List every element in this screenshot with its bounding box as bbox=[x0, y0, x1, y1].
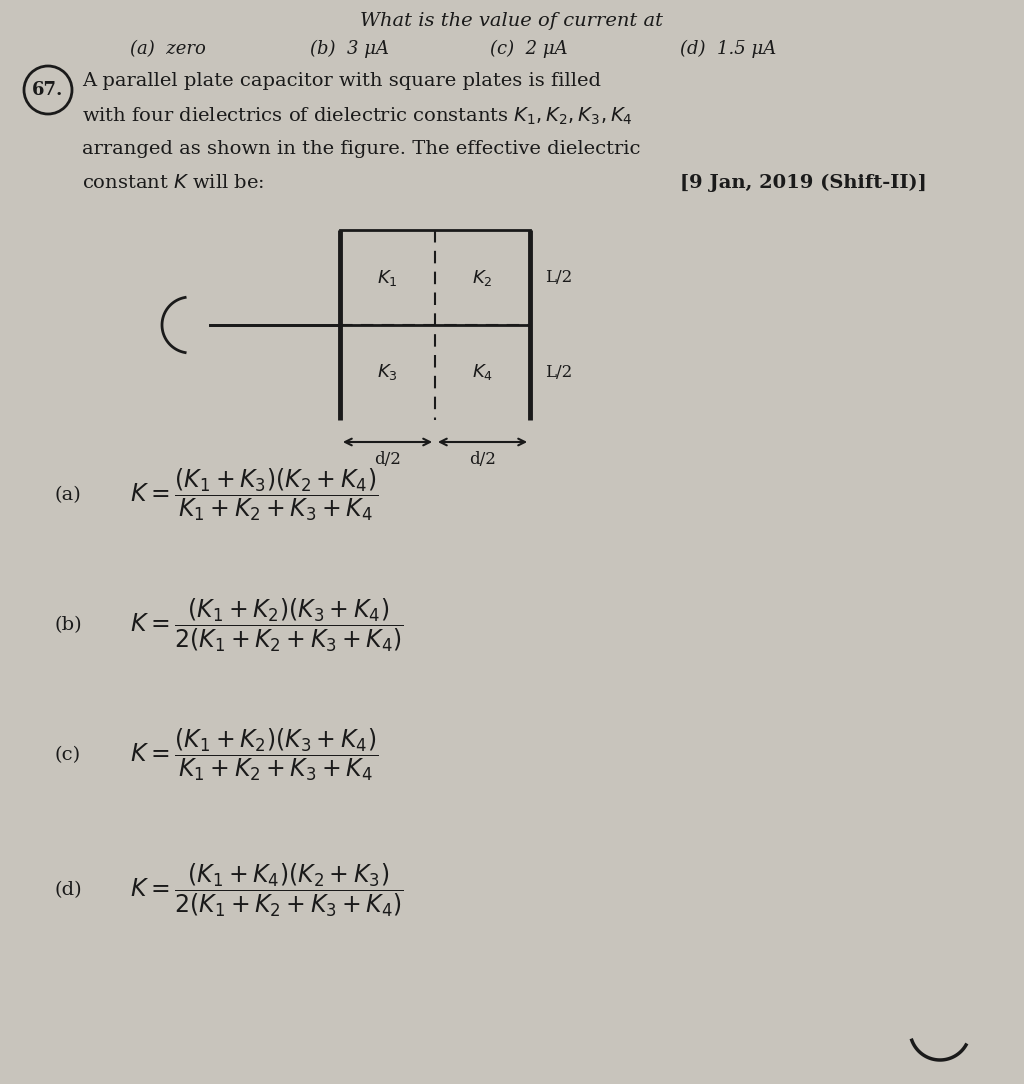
Text: [9 Jan, 2019 (Shift-II)]: [9 Jan, 2019 (Shift-II)] bbox=[680, 175, 927, 192]
Text: 67.: 67. bbox=[33, 81, 63, 99]
Text: (d)  1.5 μA: (d) 1.5 μA bbox=[680, 40, 776, 59]
Text: A parallel plate capacitor with square plates is filled: A parallel plate capacitor with square p… bbox=[82, 72, 601, 90]
Text: $K_3$: $K_3$ bbox=[377, 362, 398, 383]
Text: (d): (d) bbox=[55, 881, 83, 899]
Text: $K_1$: $K_1$ bbox=[377, 268, 398, 287]
Text: (a)  zero: (a) zero bbox=[130, 40, 206, 59]
Text: d/2: d/2 bbox=[374, 452, 401, 468]
Text: (b): (b) bbox=[55, 616, 83, 634]
Text: constant $K$ will be:: constant $K$ will be: bbox=[82, 175, 264, 192]
Text: $K_4$: $K_4$ bbox=[472, 362, 493, 383]
Text: (a): (a) bbox=[55, 486, 82, 504]
Text: L/2: L/2 bbox=[545, 269, 572, 286]
Text: d/2: d/2 bbox=[469, 452, 496, 468]
Text: $K_2$: $K_2$ bbox=[472, 268, 493, 287]
Text: (c): (c) bbox=[55, 746, 81, 764]
Text: (c)  2 μA: (c) 2 μA bbox=[490, 40, 567, 59]
Text: $K = \dfrac{(K_1+K_2)(K_3+K_4)}{2(K_1+K_2+K_3+K_4)}$: $K = \dfrac{(K_1+K_2)(K_3+K_4)}{2(K_1+K_… bbox=[130, 596, 403, 654]
Text: L/2: L/2 bbox=[545, 364, 572, 380]
Text: What is the value of current at: What is the value of current at bbox=[360, 12, 664, 30]
Text: arranged as shown in the figure. The effective dielectric: arranged as shown in the figure. The eff… bbox=[82, 140, 640, 158]
Text: $K = \dfrac{(K_1+K_3)(K_2+K_4)}{K_1+K_2+K_3+K_4}$: $K = \dfrac{(K_1+K_3)(K_2+K_4)}{K_1+K_2+… bbox=[130, 466, 378, 524]
Text: $K = \dfrac{(K_1+K_2)(K_3+K_4)}{K_1+K_2+K_3+K_4}$: $K = \dfrac{(K_1+K_2)(K_3+K_4)}{K_1+K_2+… bbox=[130, 726, 378, 784]
Text: $K = \dfrac{(K_1+K_4)(K_2+K_3)}{2(K_1+K_2+K_3+K_4)}$: $K = \dfrac{(K_1+K_4)(K_2+K_3)}{2(K_1+K_… bbox=[130, 861, 403, 919]
Text: with four dielectrics of dielectric constants $K_1, K_2, K_3, K_4$: with four dielectrics of dielectric cons… bbox=[82, 106, 633, 127]
Text: (b)  3 μA: (b) 3 μA bbox=[310, 40, 389, 59]
